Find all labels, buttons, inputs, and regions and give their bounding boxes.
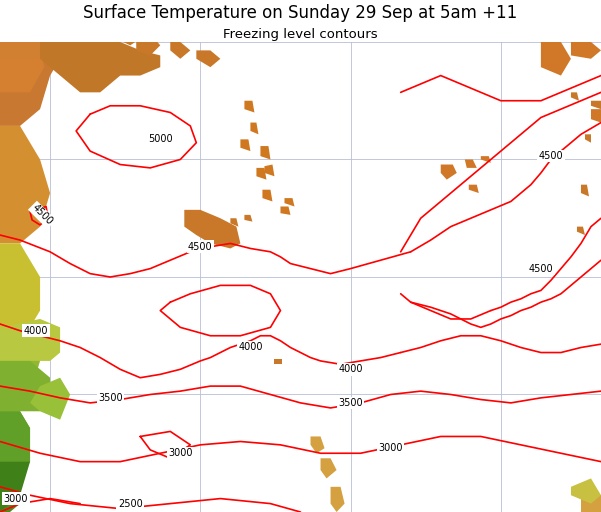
Polygon shape	[0, 243, 40, 327]
Polygon shape	[0, 42, 70, 126]
Polygon shape	[50, 0, 64, 12]
Polygon shape	[481, 156, 491, 163]
Polygon shape	[311, 436, 325, 453]
Polygon shape	[585, 134, 591, 143]
Polygon shape	[0, 462, 30, 512]
Polygon shape	[469, 185, 479, 193]
Polygon shape	[245, 101, 254, 113]
Polygon shape	[0, 319, 60, 361]
Polygon shape	[245, 215, 252, 222]
Polygon shape	[0, 327, 40, 428]
Polygon shape	[581, 185, 589, 197]
Polygon shape	[0, 411, 30, 462]
Polygon shape	[0, 42, 120, 92]
Polygon shape	[281, 206, 290, 215]
Polygon shape	[571, 478, 601, 504]
Polygon shape	[571, 92, 579, 101]
Polygon shape	[320, 458, 337, 478]
Polygon shape	[541, 42, 571, 76]
Polygon shape	[331, 487, 344, 512]
Polygon shape	[230, 218, 239, 227]
Polygon shape	[251, 122, 258, 134]
Polygon shape	[284, 198, 294, 206]
Polygon shape	[96, 17, 116, 34]
Text: 4500: 4500	[30, 203, 54, 227]
Polygon shape	[116, 25, 140, 46]
Polygon shape	[0, 361, 50, 411]
Text: 3000: 3000	[168, 448, 192, 458]
Text: 4500: 4500	[188, 242, 213, 252]
Polygon shape	[170, 42, 191, 59]
Polygon shape	[76, 5, 90, 17]
Polygon shape	[571, 42, 601, 59]
Text: Freezing level contours: Freezing level contours	[223, 28, 378, 41]
Text: 4500: 4500	[529, 264, 553, 273]
Polygon shape	[591, 109, 601, 122]
Text: 4000: 4000	[338, 365, 363, 374]
Polygon shape	[0, 478, 20, 512]
Polygon shape	[275, 359, 282, 364]
Polygon shape	[260, 146, 270, 160]
Polygon shape	[80, 42, 160, 76]
Text: 3000: 3000	[4, 494, 28, 504]
Polygon shape	[197, 50, 221, 67]
Polygon shape	[30, 378, 70, 420]
Polygon shape	[0, 411, 30, 478]
Polygon shape	[257, 168, 266, 180]
Text: Surface Temperature on Sunday 29 Sep at 5am +11: Surface Temperature on Sunday 29 Sep at …	[84, 5, 517, 23]
Text: 4000: 4000	[238, 343, 263, 352]
Polygon shape	[136, 34, 160, 55]
Text: 4000: 4000	[24, 326, 48, 336]
Polygon shape	[264, 164, 275, 176]
Polygon shape	[581, 495, 601, 512]
Polygon shape	[0, 126, 50, 243]
Text: 5000: 5000	[148, 134, 172, 144]
Polygon shape	[441, 164, 457, 180]
Polygon shape	[0, 42, 40, 59]
Polygon shape	[0, 42, 44, 92]
Polygon shape	[465, 160, 477, 168]
Text: 4500: 4500	[538, 151, 563, 161]
Polygon shape	[263, 190, 272, 201]
Text: 3000: 3000	[379, 443, 403, 453]
Polygon shape	[577, 227, 585, 235]
Text: 3500: 3500	[338, 398, 363, 408]
Text: 3500: 3500	[98, 393, 123, 403]
Polygon shape	[240, 139, 251, 151]
Polygon shape	[591, 101, 601, 109]
Text: 2500: 2500	[118, 499, 142, 508]
Polygon shape	[185, 210, 240, 248]
